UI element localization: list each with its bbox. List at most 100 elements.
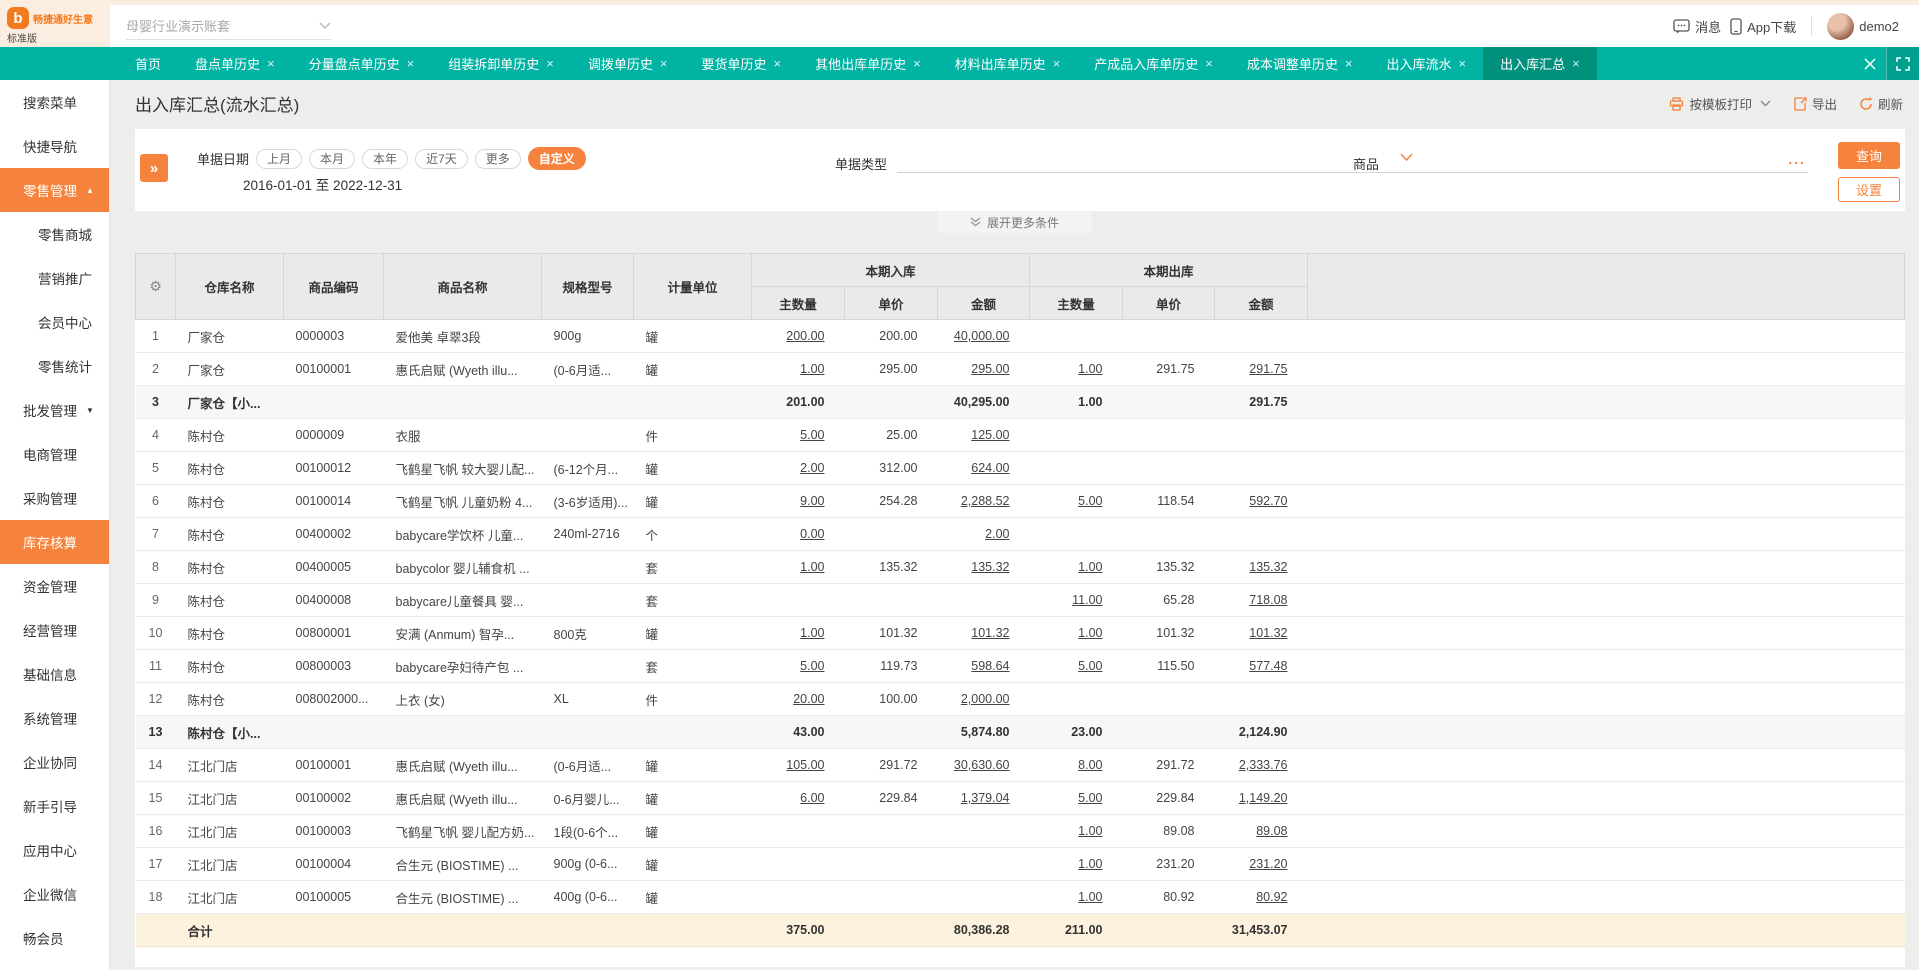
sidebar-item-库存核算[interactable]: 库存核算 bbox=[0, 520, 109, 564]
out-amount-link[interactable]: 592.70 bbox=[1249, 494, 1288, 508]
out-qty-link[interactable]: 5.00 bbox=[1078, 494, 1103, 508]
user-menu[interactable]: demo2 bbox=[1827, 12, 1899, 40]
date-pill-上月[interactable]: 上月 bbox=[256, 148, 303, 169]
out-amount-link[interactable]: 135.32 bbox=[1249, 560, 1288, 574]
product-input[interactable]: ... bbox=[1389, 149, 1808, 173]
tab-close-icon[interactable]: × bbox=[913, 56, 921, 71]
sidebar-item-企业微信[interactable]: 企业微信 bbox=[0, 872, 109, 916]
tab-出入库汇总[interactable]: 出入库汇总 × bbox=[1483, 47, 1597, 80]
in-amount-link[interactable]: 125.00 bbox=[971, 428, 1010, 442]
tab-close-icon[interactable]: × bbox=[406, 56, 415, 71]
in-amount-link[interactable]: 295.00 bbox=[971, 362, 1010, 376]
in-qty-link[interactable]: 5.00 bbox=[800, 659, 825, 673]
out-amount-link[interactable]: 80.92 bbox=[1256, 890, 1288, 904]
in-amount-link[interactable]: 2,000.00 bbox=[960, 692, 1010, 706]
out-amount-link[interactable]: 231.20 bbox=[1249, 857, 1288, 871]
in-qty-link[interactable]: 1.00 bbox=[800, 626, 825, 640]
tab-close-icon[interactable]: × bbox=[773, 56, 782, 71]
close-all-tabs-icon[interactable] bbox=[1853, 47, 1886, 80]
out-amount-link[interactable]: 1,149.20 bbox=[1238, 791, 1288, 805]
out-qty-link[interactable]: 1.00 bbox=[1078, 560, 1103, 574]
search-button[interactable]: 查询 bbox=[1838, 142, 1900, 169]
out-qty-link[interactable]: 1.00 bbox=[1078, 857, 1103, 871]
sidebar-item-畅会员[interactable]: 畅会员 bbox=[0, 916, 109, 960]
sidebar-item-系统管理[interactable]: 系统管理 bbox=[0, 696, 109, 740]
tab-产成品入库单历史[interactable]: 产成品入库单历史 × bbox=[1077, 47, 1230, 80]
print-by-template-button[interactable]: 按模板打印 bbox=[1669, 94, 1771, 113]
expand-more-conditions-button[interactable]: 展开更多条件 bbox=[937, 211, 1092, 233]
doc-type-input[interactable] bbox=[897, 149, 1415, 173]
in-qty-link[interactable]: 20.00 bbox=[793, 692, 825, 706]
tab-close-icon[interactable]: × bbox=[1052, 56, 1061, 71]
in-qty-link[interactable]: 1.00 bbox=[800, 362, 825, 376]
sidebar-item-采购管理[interactable]: 采购管理 bbox=[0, 476, 109, 520]
tab-成本调整单历史[interactable]: 成本调整单历史 × bbox=[1230, 47, 1370, 80]
sidebar-item-经营管理[interactable]: 经营管理 bbox=[0, 608, 109, 652]
sidebar-item-资金管理[interactable]: 资金管理 bbox=[0, 564, 109, 608]
in-amount-link[interactable]: 598.64 bbox=[971, 659, 1010, 673]
tab-close-icon[interactable]: × bbox=[659, 56, 668, 71]
messages-button[interactable]: 消息 bbox=[1673, 17, 1721, 36]
tab-盘点单历史[interactable]: 盘点单历史 × bbox=[178, 47, 292, 80]
tab-close-icon[interactable]: × bbox=[1205, 56, 1213, 71]
in-qty-link[interactable]: 2.00 bbox=[800, 461, 825, 475]
date-pill-近7天[interactable]: 近7天 bbox=[415, 148, 468, 169]
in-amount-link[interactable]: 30,630.60 bbox=[953, 758, 1010, 772]
in-qty-link[interactable]: 1.00 bbox=[800, 560, 825, 574]
sidebar-item-会员中心[interactable]: 会员中心 bbox=[0, 300, 109, 344]
chevron-down-icon[interactable] bbox=[1760, 100, 1771, 107]
sidebar-item-快捷导航[interactable]: 快捷导航 bbox=[0, 124, 109, 168]
column-settings-gear-icon[interactable]: ⚙ bbox=[149, 278, 162, 294]
out-qty-link[interactable]: 11.00 bbox=[1072, 593, 1103, 607]
in-amount-link[interactable]: 2.00 bbox=[985, 527, 1010, 541]
out-qty-link[interactable]: 5.00 bbox=[1078, 791, 1103, 805]
refresh-button[interactable]: 刷新 bbox=[1859, 94, 1903, 113]
tab-首页[interactable]: 首页 bbox=[118, 47, 178, 80]
fullscreen-icon[interactable] bbox=[1886, 47, 1919, 80]
in-amount-link[interactable]: 135.32 bbox=[971, 560, 1010, 574]
sidebar-item-批发管理[interactable]: 批发管理 ▼ bbox=[0, 388, 109, 432]
tab-调拨单历史[interactable]: 调拨单历史 × bbox=[571, 47, 685, 80]
tab-close-icon[interactable]: × bbox=[546, 56, 554, 71]
app-download-button[interactable]: App下载 bbox=[1730, 17, 1796, 36]
out-qty-link[interactable]: 1.00 bbox=[1078, 890, 1103, 904]
out-amount-link[interactable]: 291.75 bbox=[1249, 362, 1288, 376]
in-qty-link[interactable]: 5.00 bbox=[800, 428, 825, 442]
tab-close-icon[interactable]: × bbox=[1572, 56, 1580, 71]
tab-材料出库单历史[interactable]: 材料出库单历史 × bbox=[938, 47, 1078, 80]
tab-close-icon[interactable]: × bbox=[1344, 56, 1353, 71]
date-pill-custom[interactable]: 自定义 bbox=[527, 147, 586, 170]
out-amount-link[interactable]: 101.32 bbox=[1249, 626, 1288, 640]
out-qty-link[interactable]: 8.00 bbox=[1078, 758, 1103, 772]
out-amount-link[interactable]: 577.48 bbox=[1249, 659, 1288, 673]
tab-出入库流水[interactable]: 出入库流水 × bbox=[1370, 47, 1484, 80]
out-qty-link[interactable]: 1.00 bbox=[1078, 626, 1103, 640]
out-qty-link[interactable]: 1.00 bbox=[1078, 824, 1103, 838]
sidebar-item-基础信息[interactable]: 基础信息 bbox=[0, 652, 109, 696]
in-qty-link[interactable]: 200.00 bbox=[786, 329, 825, 343]
product-picker-ellipsis-icon[interactable]: ... bbox=[1788, 151, 1806, 167]
date-pill-更多[interactable]: 更多 bbox=[474, 148, 521, 169]
in-qty-link[interactable]: 105.00 bbox=[786, 758, 825, 772]
date-pill-本月[interactable]: 本月 bbox=[309, 148, 356, 169]
sidebar-item-零售商城[interactable]: 零售商城 bbox=[0, 212, 109, 256]
tab-分量盘点单历史[interactable]: 分量盘点单历史 × bbox=[292, 47, 432, 80]
chevron-down-icon[interactable] bbox=[1400, 153, 1413, 162]
out-qty-link[interactable]: 1.00 bbox=[1078, 362, 1103, 376]
export-button[interactable]: 导出 bbox=[1793, 94, 1837, 113]
out-amount-link[interactable]: 2,333.76 bbox=[1238, 758, 1288, 772]
in-amount-link[interactable]: 2,288.52 bbox=[960, 494, 1010, 508]
in-amount-link[interactable]: 40,000.00 bbox=[953, 329, 1010, 343]
tab-组装拆卸单历史[interactable]: 组装拆卸单历史 × bbox=[431, 47, 571, 80]
sidebar-item-搜索菜单[interactable]: 搜索菜单 bbox=[0, 80, 109, 124]
tab-close-icon[interactable]: × bbox=[1458, 56, 1467, 71]
tab-要货单历史[interactable]: 要货单历史 × bbox=[684, 47, 798, 80]
tab-close-icon[interactable]: × bbox=[267, 56, 275, 71]
in-qty-link[interactable]: 0.00 bbox=[800, 527, 825, 541]
sidebar-item-应用中心[interactable]: 应用中心 bbox=[0, 828, 109, 872]
in-amount-link[interactable]: 624.00 bbox=[971, 461, 1010, 475]
sidebar-item-零售管理[interactable]: 零售管理 ▲ bbox=[0, 168, 109, 212]
sidebar-item-企业协同[interactable]: 企业协同 bbox=[0, 740, 109, 784]
collapse-filter-button[interactable]: » bbox=[140, 154, 168, 182]
out-amount-link[interactable]: 718.08 bbox=[1249, 593, 1288, 607]
